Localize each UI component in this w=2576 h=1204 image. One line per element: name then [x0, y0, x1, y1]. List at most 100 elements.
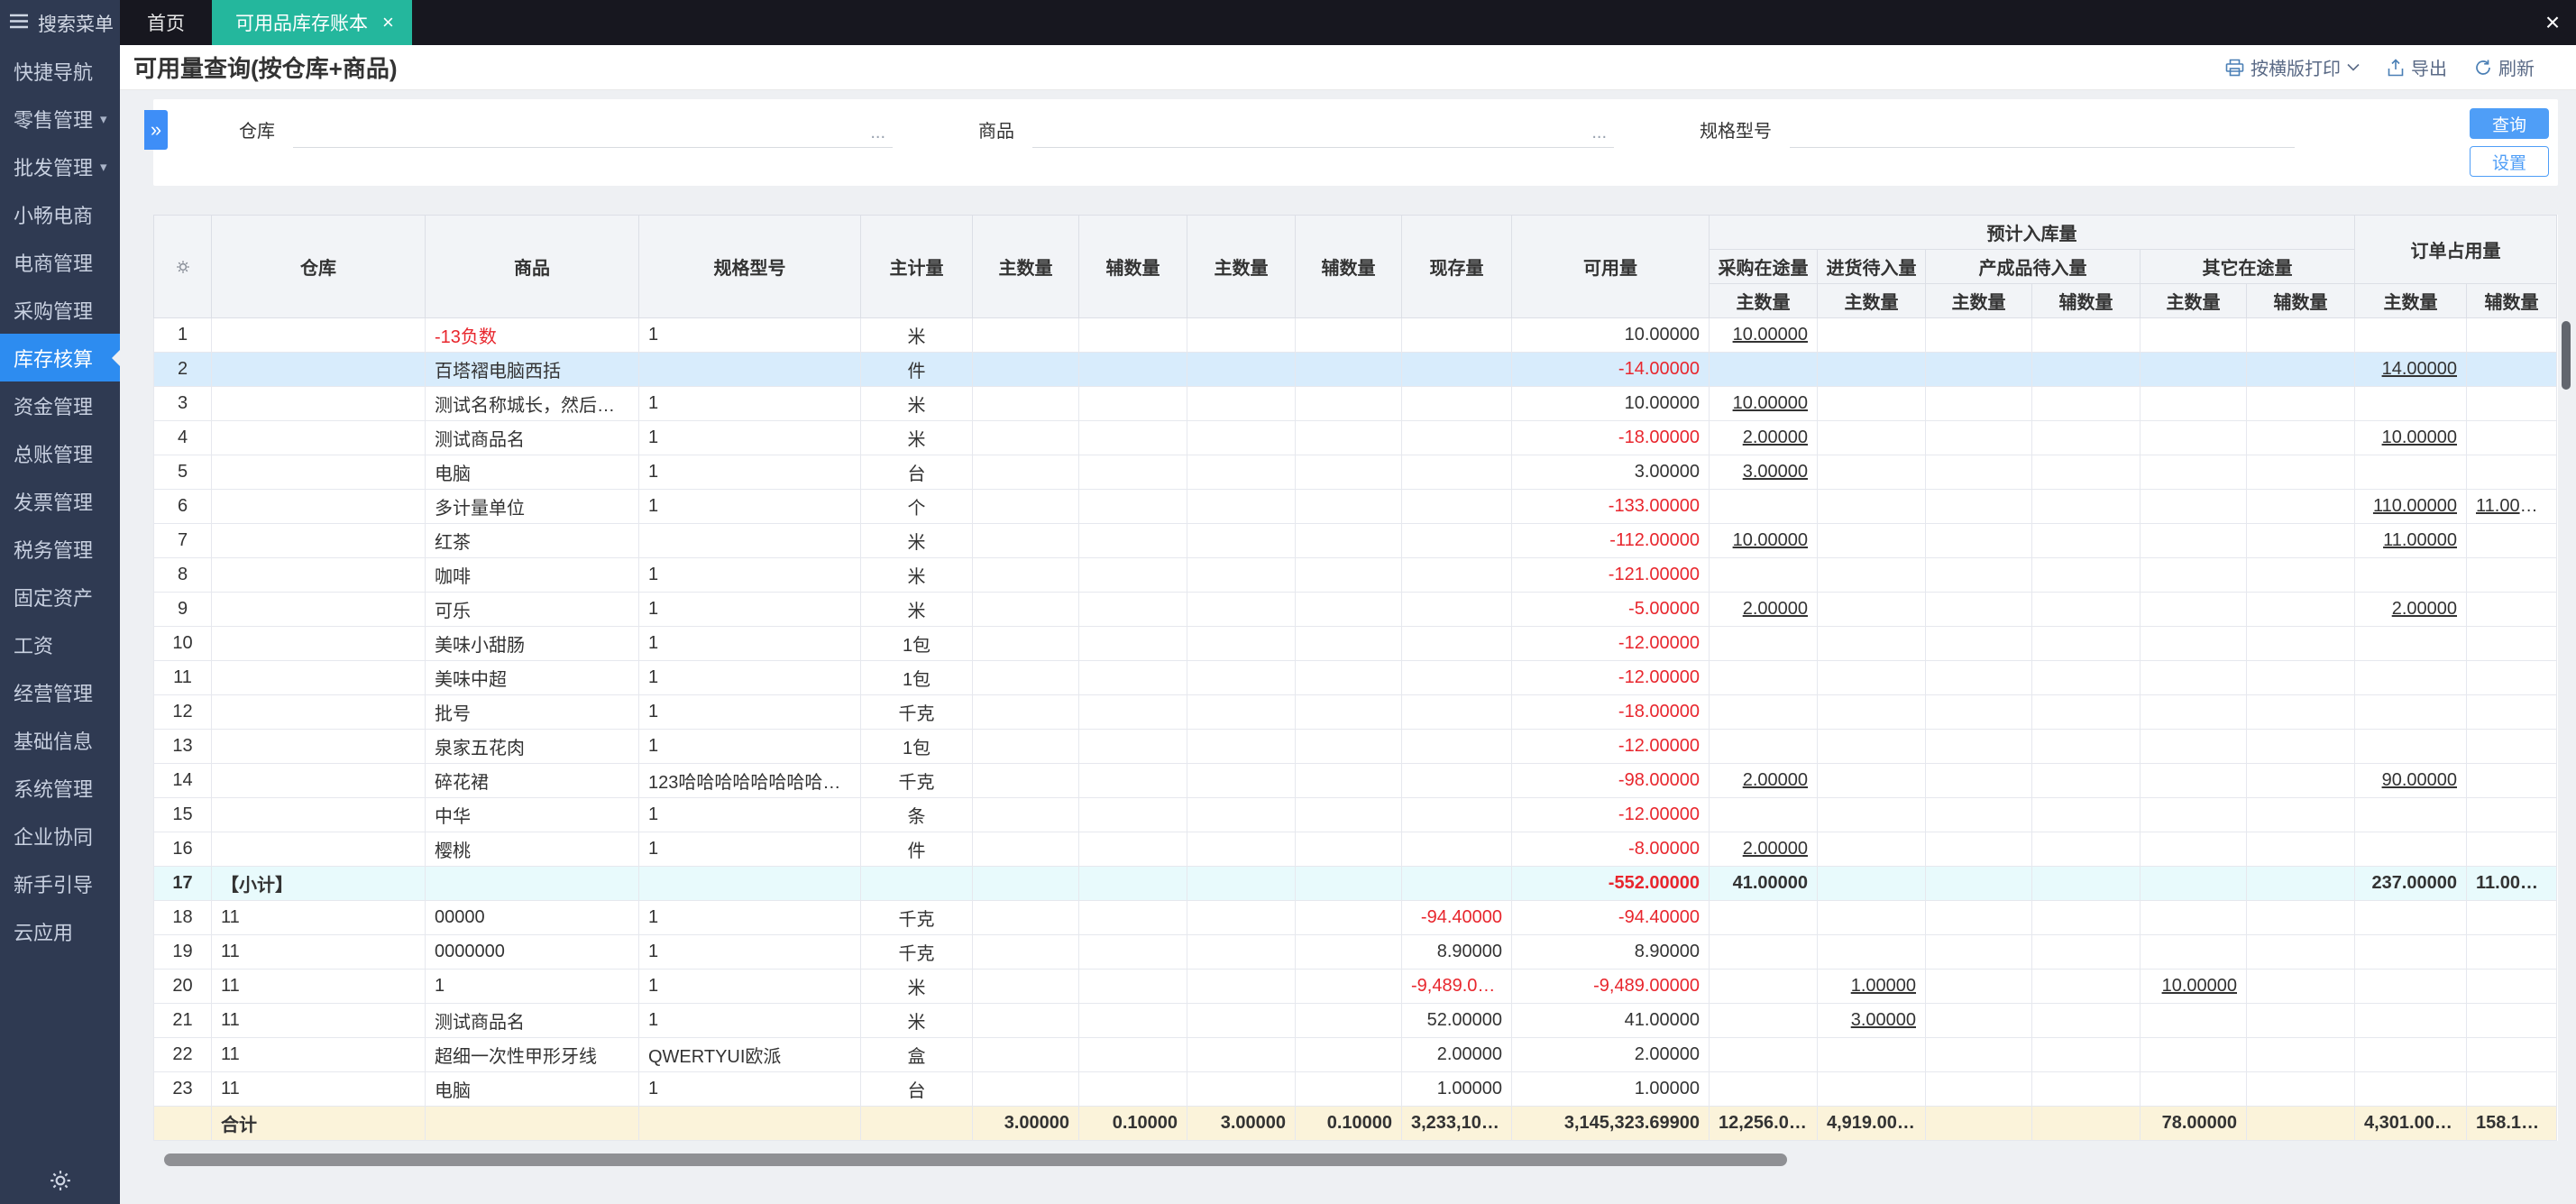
- table-row[interactable]: 14 碎花裙123哈哈哈哈哈哈哈哈哈哈哈...千克 -98.00000 2.00000…: [153, 763, 2557, 798]
- horizontal-scrollbar-thumb[interactable]: [164, 1153, 1787, 1166]
- header-finished-main-qty[interactable]: 主数量: [1925, 283, 2032, 318]
- drilldown-link[interactable]: 10.00000: [2381, 427, 2457, 447]
- table-row[interactable]: 3 测试名称城长，然后截新有没...1米 10.00000 10.00000: [153, 386, 2557, 421]
- tab-available-stock-ledger[interactable]: 可用品库存账本 ×: [212, 0, 412, 45]
- table-subtotal-row[interactable]: 17 【小计】 -552.00000 41.00000 237.00000 11.0000…: [153, 866, 2557, 901]
- sidebar-search[interactable]: 搜索菜单: [0, 0, 120, 47]
- header-other-main-qty[interactable]: 主数量: [2140, 283, 2247, 318]
- drilldown-link[interactable]: 90.00000: [2381, 770, 2457, 790]
- sidebar-item[interactable]: 总账管理: [0, 429, 120, 477]
- table-row[interactable]: 5 电脑 1 台 3.00000 3.00000: [153, 455, 2557, 490]
- drilldown-link[interactable]: 1.00000: [1850, 976, 1916, 996]
- sidebar-item[interactable]: 固定资产: [0, 573, 120, 620]
- query-button[interactable]: 查询: [2470, 108, 2549, 139]
- header-available[interactable]: 可用量: [1511, 215, 1710, 318]
- settings-button[interactable]: 设置: [2470, 146, 2549, 177]
- header-unit[interactable]: 主计量: [860, 215, 973, 318]
- table-row[interactable]: 8 咖啡 1 米 -121.00000: [153, 557, 2557, 593]
- table-row[interactable]: 21 11 测试商品名 1 米 52.00000 41.00000 3.00000: [153, 1003, 2557, 1038]
- header-spec[interactable]: 规格型号: [638, 215, 861, 318]
- table-row[interactable]: 6 多计量单位 1 个 -133.00000 110.00000 11.00000: [153, 489, 2557, 524]
- header-warehouse[interactable]: 仓库: [211, 215, 426, 318]
- header-order-aux-qty[interactable]: 辅数量: [2466, 283, 2557, 318]
- table-row[interactable]: 15 中华 1 条 -12.00000: [153, 797, 2557, 832]
- table-row[interactable]: 18 11 00000 1 千克 -94.40000 -94.40000: [153, 900, 2557, 935]
- refresh-button[interactable]: 刷新: [2474, 54, 2535, 80]
- header-aux-qty-in[interactable]: 辅数量: [1078, 215, 1187, 318]
- drilldown-link[interactable]: 2.00000: [1742, 839, 1808, 859]
- table-row[interactable]: 1 -13负数 1 米 10.00000 10.00000: [153, 317, 2557, 353]
- spec-input[interactable]: [1790, 114, 2295, 148]
- drilldown-link[interactable]: 14.00000: [2381, 359, 2457, 379]
- sidebar-item[interactable]: 快捷导航: [0, 47, 120, 95]
- drilldown-link[interactable]: 10.00000: [1732, 393, 1808, 413]
- goods-input[interactable]: ...: [1032, 114, 1614, 148]
- drilldown-link[interactable]: 3.00000: [1850, 1010, 1916, 1030]
- table-row[interactable]: 16 樱桃 1 件 -8.00000 2.00000: [153, 832, 2557, 867]
- table-row[interactable]: 12 批号 1 千克 -18.00000: [153, 694, 2557, 730]
- sidebar-item[interactable]: 基础信息: [0, 716, 120, 764]
- table-row[interactable]: 19 11 0000000 1 千克 8.90000 8.90000: [153, 934, 2557, 970]
- goods-picker-icon[interactable]: ...: [1591, 123, 1607, 142]
- sidebar-item[interactable]: 工资: [0, 620, 120, 668]
- drilldown-link[interactable]: 2.00000: [1742, 427, 1808, 447]
- table-row[interactable]: 23 11 电脑 1 台 1.00000 1.00000: [153, 1071, 2557, 1107]
- sidebar-item[interactable]: 系统管理: [0, 764, 120, 812]
- sidebar-item[interactable]: 发票管理: [0, 477, 120, 525]
- drilldown-link[interactable]: 110.00000: [2372, 496, 2457, 516]
- drilldown-link[interactable]: 2.00000: [2391, 599, 2457, 619]
- table-row[interactable]: 22 11 超细一次性甲形牙线 QWERTYUI欧派盒 2.00000 2.00000: [153, 1037, 2557, 1072]
- sidebar-item[interactable]: 批发管理 ▾: [0, 142, 120, 190]
- drilldown-link[interactable]: 2.00000: [1742, 599, 1808, 619]
- drilldown-link[interactable]: 10.00000: [2161, 976, 2237, 996]
- table-row[interactable]: 10 美味小甜肠 1 1包 -12.00000: [153, 626, 2557, 661]
- cell: [2031, 455, 2141, 490]
- sidebar-item[interactable]: 零售管理 ▾: [0, 95, 120, 142]
- sidebar-item[interactable]: 企业协同: [0, 812, 120, 859]
- header-stock[interactable]: 现存量: [1401, 215, 1512, 318]
- header-aux-qty-out[interactable]: 辅数量: [1295, 215, 1402, 318]
- table-row[interactable]: 20 11 1 1 米 -9,489.000... -9,489.00000 1.00000 1…: [153, 969, 2557, 1004]
- print-button[interactable]: 按横版打印: [2225, 54, 2360, 80]
- drilldown-link[interactable]: 10.00000: [1732, 530, 1808, 550]
- drilldown-link[interactable]: 3.00000: [1742, 462, 1808, 482]
- sidebar-item[interactable]: 经营管理: [0, 668, 120, 716]
- table-row[interactable]: 9 可乐 1 米 -5.00000 2.00000 2.00000: [153, 592, 2557, 627]
- sidebar-settings-button[interactable]: [0, 1169, 120, 1197]
- header-main-qty-out[interactable]: 主数量: [1187, 215, 1296, 318]
- table-row[interactable]: 2 百塔褶电脑西括 件 -14.00000 14.00000: [153, 352, 2557, 387]
- table-total-row[interactable]: 合计 3.00000 0.10000 3.00000 0.10000 3,233,105.…: [153, 1106, 2557, 1141]
- window-close-icon[interactable]: ×: [2544, 8, 2561, 36]
- header-incoming-main-qty[interactable]: 主数量: [1817, 283, 1926, 318]
- header-purchase-main-qty[interactable]: 主数量: [1709, 283, 1818, 318]
- sidebar-item[interactable]: 采购管理: [0, 286, 120, 334]
- header-order-main-qty[interactable]: 主数量: [2354, 283, 2467, 318]
- drilldown-link[interactable]: 11.00000: [2383, 530, 2457, 550]
- tab-home[interactable]: 首页: [120, 0, 212, 45]
- tab-close-icon[interactable]: ×: [382, 11, 394, 33]
- drilldown-link[interactable]: 2.00000: [1742, 770, 1808, 790]
- header-other-aux-qty[interactable]: 辅数量: [2246, 283, 2355, 318]
- sidebar-item[interactable]: 小畅电商: [0, 190, 120, 238]
- sidebar-item[interactable]: 云应用: [0, 907, 120, 955]
- column-settings-button[interactable]: [153, 215, 212, 318]
- vertical-scrollbar[interactable]: [2562, 321, 2571, 390]
- sidebar-item-active[interactable]: 库存核算: [0, 334, 120, 381]
- table-row[interactable]: 7 红茶 米 -112.00000 10.00000 11.00000: [153, 523, 2557, 558]
- drilldown-link[interactable]: 10.00000: [1732, 325, 1808, 345]
- drilldown-link[interactable]: 11.00000: [2476, 496, 2550, 516]
- table-row[interactable]: 4 测试商品名 1 米 -18.00000 2.00000 10.00000: [153, 420, 2557, 455]
- sidebar-item[interactable]: 电商管理: [0, 238, 120, 286]
- header-finished-aux-qty[interactable]: 辅数量: [2031, 283, 2141, 318]
- export-button[interactable]: 导出: [2387, 54, 2447, 80]
- filter-collapse-button[interactable]: »: [144, 110, 168, 150]
- sidebar-item[interactable]: 税务管理: [0, 525, 120, 573]
- header-goods[interactable]: 商品: [425, 215, 639, 318]
- warehouse-picker-icon[interactable]: ...: [870, 123, 885, 142]
- warehouse-input[interactable]: ...: [293, 114, 893, 148]
- sidebar-item[interactable]: 资金管理: [0, 381, 120, 429]
- table-row[interactable]: 11 美味中超 1 1包 -12.00000: [153, 660, 2557, 695]
- header-main-qty-in[interactable]: 主数量: [972, 215, 1079, 318]
- sidebar-item[interactable]: 新手引导: [0, 859, 120, 907]
- table-row[interactable]: 13 泉家五花肉 1 1包 -12.00000: [153, 729, 2557, 764]
